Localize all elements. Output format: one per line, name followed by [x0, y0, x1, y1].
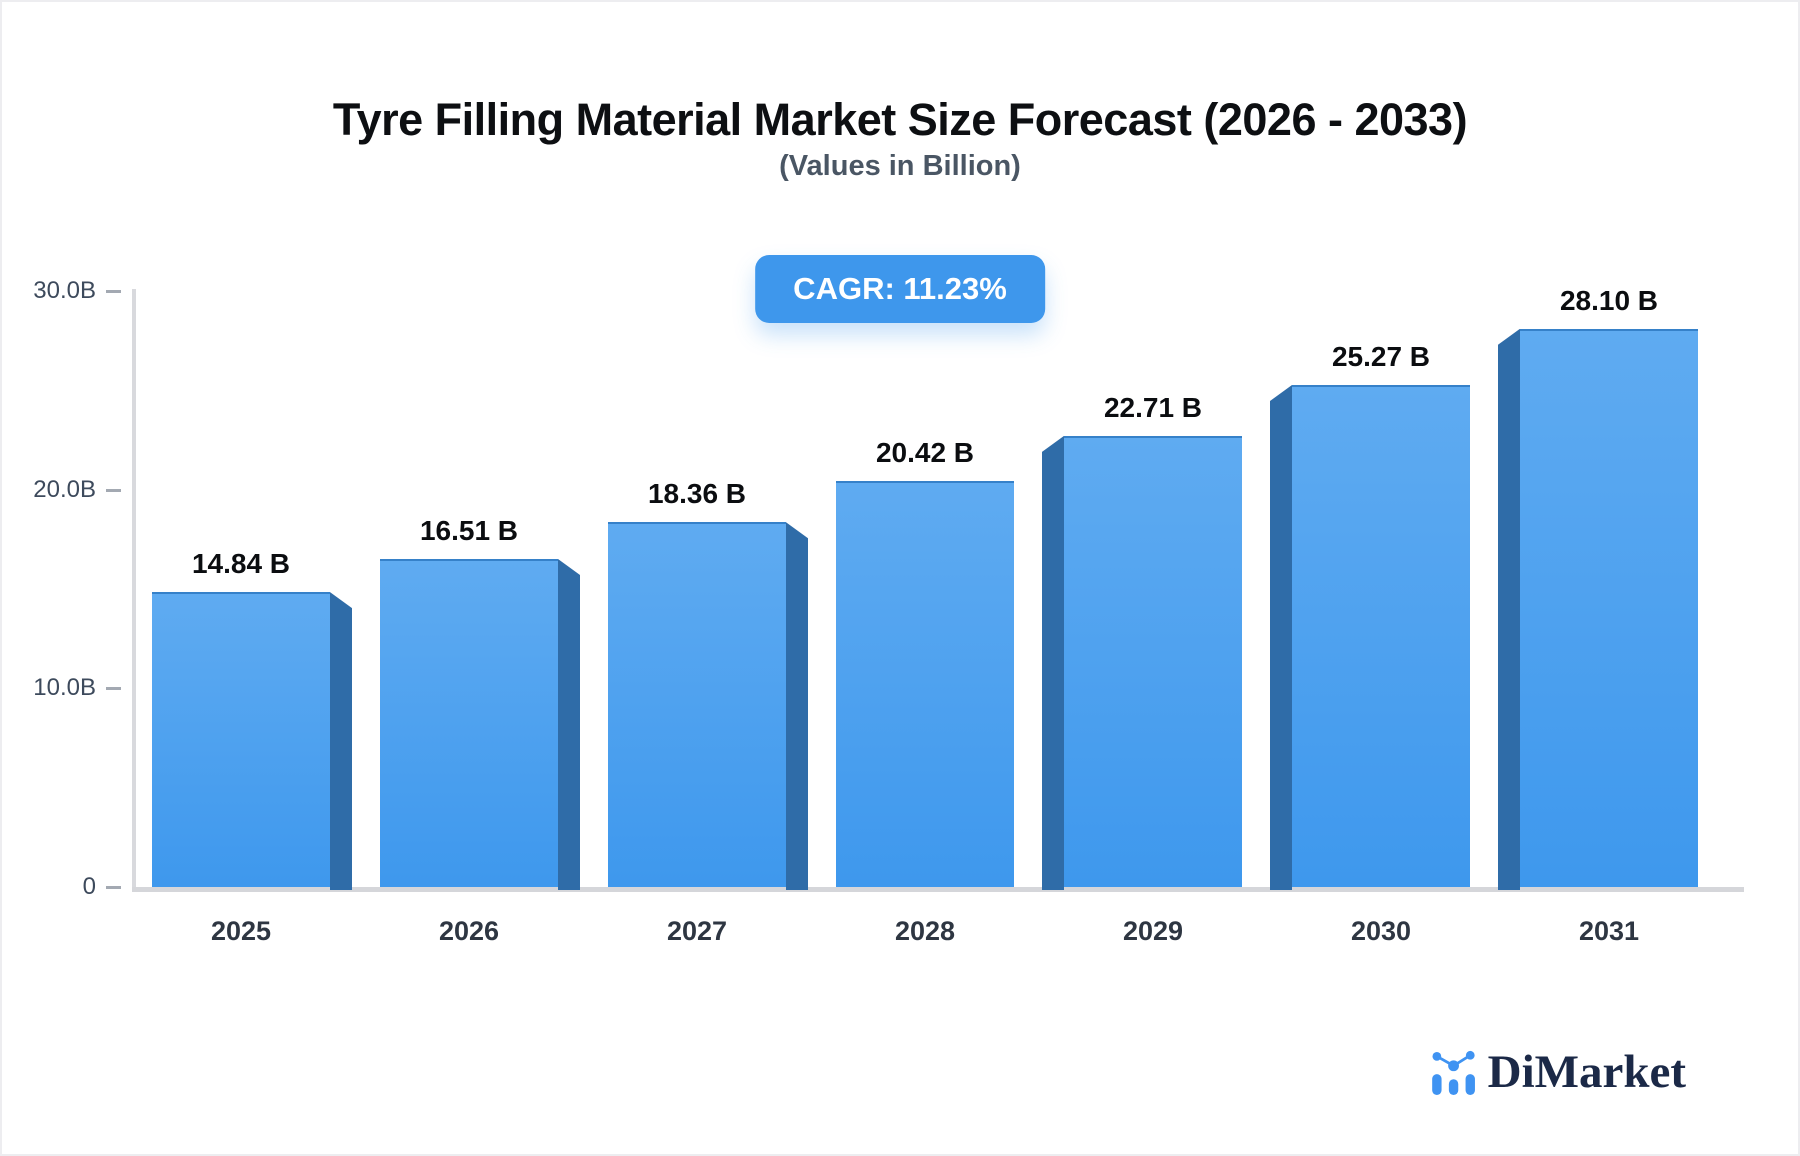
x-axis-category-label: 2027 [666, 916, 728, 946]
bar-value-label: 16.51 B [419, 515, 519, 546]
bar-2027 [608, 522, 786, 887]
bar-value-label: 18.36 B [647, 478, 747, 510]
y-axis-tick-mark [106, 687, 121, 691]
x-axis-category-label: 2025 [210, 916, 272, 946]
bar-3d-side-face [1042, 435, 1064, 890]
bar-3d-side-face [558, 559, 580, 890]
x-axis-category-label: 2029 [1122, 916, 1184, 946]
bar-3d-side-face [1498, 328, 1520, 890]
bar-2026 [380, 559, 558, 887]
bar-2025 [152, 592, 330, 887]
bar-3d-side-face [786, 522, 808, 890]
x-axis-baseline [132, 887, 1744, 892]
bar-value-label: 25.27 B [1331, 340, 1431, 372]
y-axis-tick-label: 10.0B [33, 674, 96, 702]
y-axis-tick-mark [106, 488, 121, 492]
chart-subtitle: (Values in Billion) [779, 150, 1021, 182]
bar-2030 [1292, 384, 1470, 887]
y-axis-line [132, 289, 136, 892]
y-axis-tick-mark [106, 886, 121, 889]
bar-value-label: 20.42 B [875, 437, 975, 469]
y-axis-tick-mark [106, 290, 121, 293]
chart-title: Tyre Filling Material Market Size Foreca… [332, 94, 1468, 145]
y-axis-tick-label: 0 [82, 873, 96, 900]
x-axis-category-label: 2028 [894, 916, 956, 946]
bar-value-label: 14.84 B [191, 548, 291, 580]
bar-2029 [1064, 435, 1242, 887]
y-axis-tick-label: 20.0B [33, 475, 96, 503]
x-axis-category-label: 2030 [1350, 916, 1412, 946]
y-axis-tick-label: 30.0B [33, 277, 96, 304]
bar-value-label: 22.71 B [1103, 391, 1203, 423]
brand-logo-text: DiMarket [1487, 1046, 1686, 1098]
brand-logo: DiMarket [1428, 1046, 1686, 1098]
bar-chart-logo-icon [1431, 1050, 1475, 1095]
bar-2028 [836, 481, 1014, 887]
bar-value-label: 28.10 B [1559, 284, 1659, 316]
x-axis-category-label: 2026 [438, 916, 500, 946]
bar-2031 [1520, 328, 1698, 887]
cagr-badge: CAGR: 11.23% [755, 255, 1045, 323]
x-axis-category-label: 2031 [1578, 916, 1640, 946]
bar-3d-side-face [1270, 384, 1292, 890]
bar-3d-side-face [330, 592, 352, 890]
